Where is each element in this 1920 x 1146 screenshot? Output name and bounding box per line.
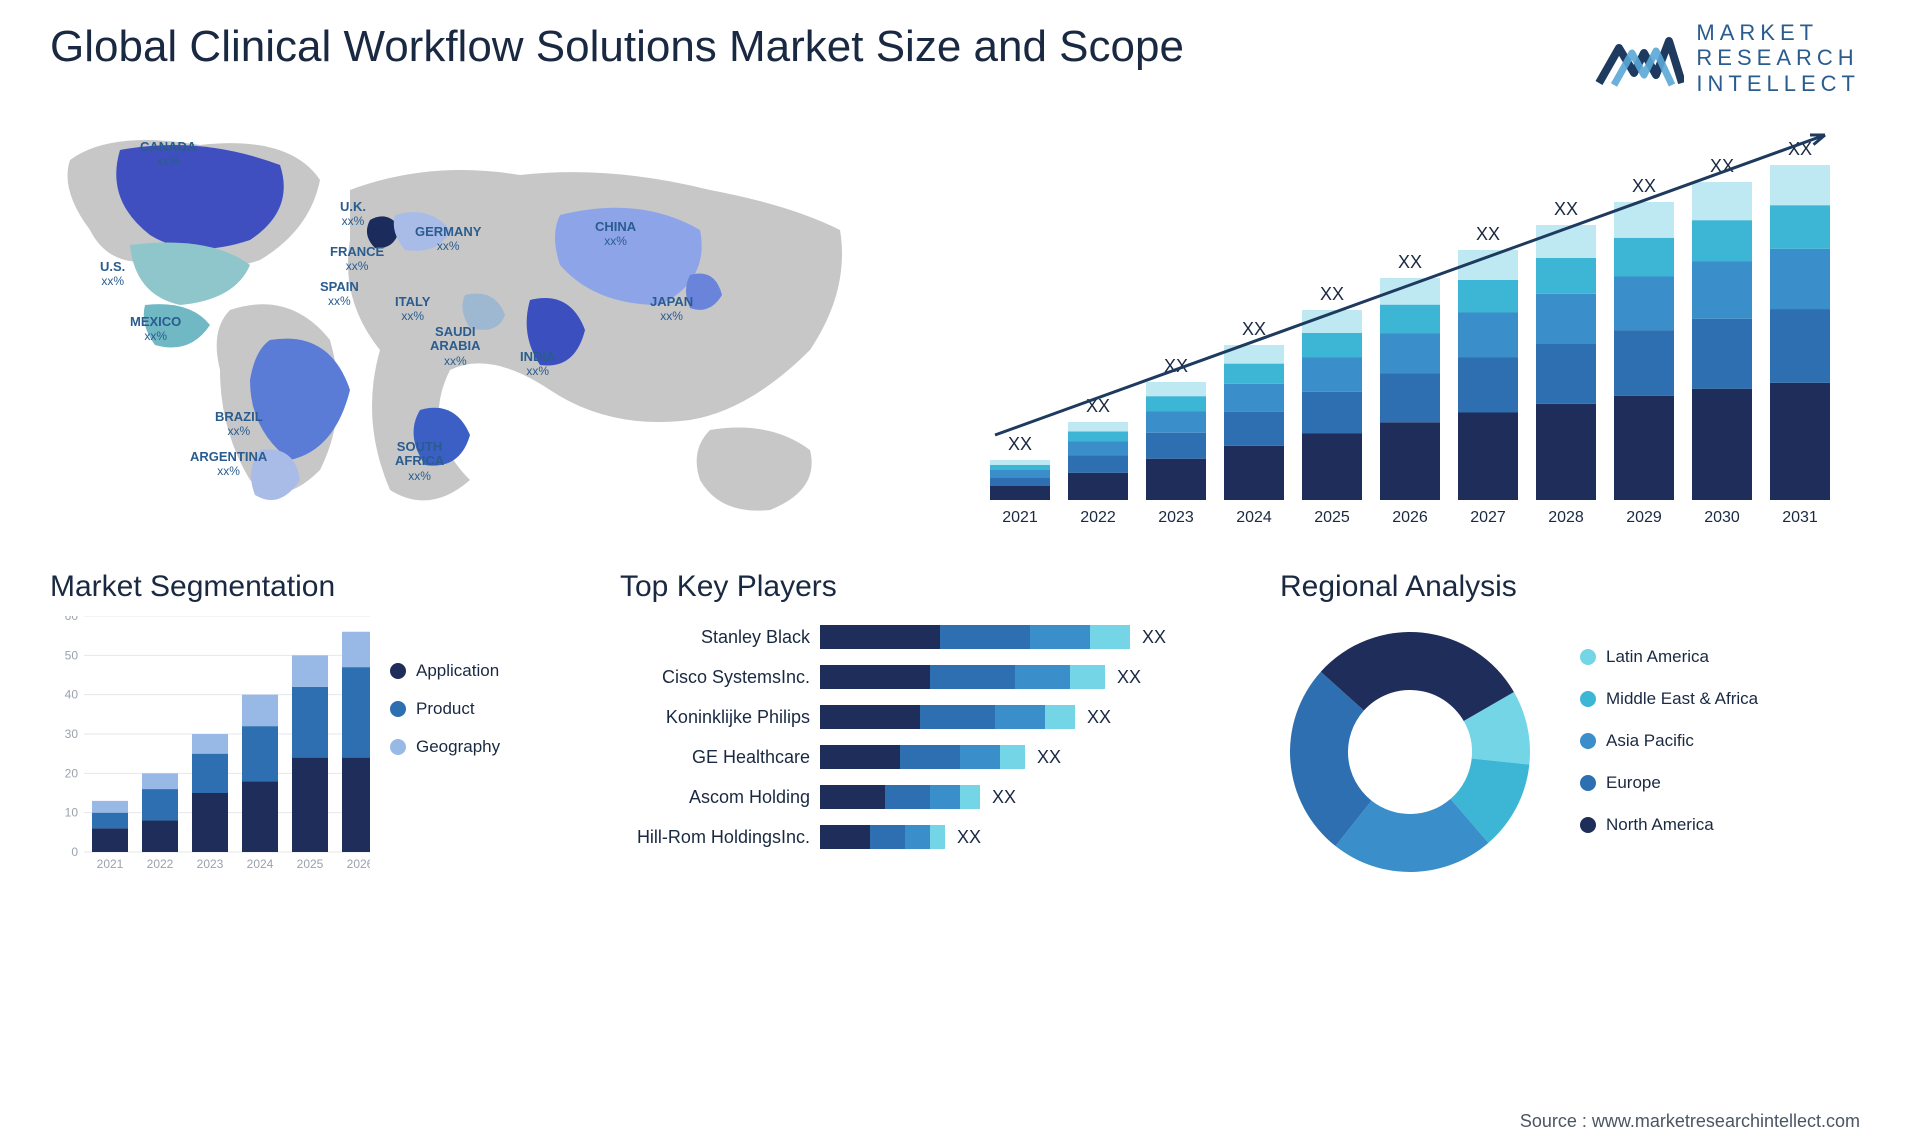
players-title: Top Key Players [620,570,1200,604]
map-label: JAPANxx% [650,295,693,324]
player-name: GE Healthcare [620,747,820,768]
segmentation-chart: 0 10 20 30 40 50 60 2021 2022 2023 2024 2025 2026 [50,616,370,896]
map-label: SAUDIARABIAxx% [430,325,481,368]
map-label: SPAINxx% [320,280,359,309]
regional-legend: Latin America Middle East & Africa Asia Pa… [1580,647,1758,857]
page-title: Global Clinical Workflow Solutions Marke… [50,22,1184,72]
player-row: Stanley Black XX [620,622,1200,652]
player-name: Cisco SystemsInc. [620,667,820,688]
svg-text:20: 20 [65,766,79,780]
svg-text:50: 50 [65,648,79,662]
brand-logo: MARKET RESEARCH INTELLECT [1594,20,1860,96]
svg-text:2021: 2021 [1002,509,1038,526]
svg-text:30: 30 [65,727,79,741]
regional-title: Regional Analysis [1280,570,1860,604]
svg-text:2023: 2023 [1158,509,1194,526]
legend-item: Geography [390,737,500,757]
svg-text:2026: 2026 [1392,509,1428,526]
map-label: GERMANYxx% [415,225,481,254]
player-bar [820,825,945,849]
player-row: Ascom Holding XX [620,782,1200,812]
svg-text:2030: 2030 [1704,509,1740,526]
logo-mark-icon [1594,23,1684,93]
legend-item: Latin America [1580,647,1758,667]
player-name: Stanley Black [620,627,820,648]
svg-text:2024: 2024 [247,857,274,871]
player-value: XX [1142,627,1166,648]
svg-text:2022: 2022 [147,857,174,871]
map-label: CANADAxx% [140,140,196,169]
svg-text:2029: 2029 [1626,509,1662,526]
player-bar [820,665,1105,689]
player-bar [820,785,980,809]
player-value: XX [957,827,981,848]
segmentation-legend: Application Product Geography [390,661,500,775]
svg-text:2025: 2025 [1314,509,1350,526]
map-label: CHINAxx% [595,220,636,249]
regional-panel: Regional Analysis Latin America Middle Ea… [1280,570,1860,882]
svg-text:2028: 2028 [1548,509,1584,526]
legend-item: North America [1580,815,1758,835]
growth-svg: XX 2021 XX 2022 XX 2023 XX 2024 XX 2025 XX 2026 XX 20… [980,130,1850,530]
legend-item: Application [390,661,500,681]
players-chart: Stanley BlackXXCisco SystemsInc.XXKonink… [620,622,1200,852]
logo-text-3: INTELLECT [1696,71,1860,96]
player-name: Hill-Rom HoldingsInc. [620,827,820,848]
player-bar [820,745,1025,769]
svg-text:2024: 2024 [1236,509,1272,526]
svg-text:0: 0 [71,845,78,859]
legend-item: Europe [1580,773,1758,793]
player-value: XX [1117,667,1141,688]
player-value: XX [992,787,1016,808]
svg-text:XX: XX [1398,252,1422,272]
player-bar [820,705,1075,729]
svg-text:40: 40 [65,688,79,702]
segmentation-panel: Market Segmentation 0 10 20 30 40 50 60 2021 202… [50,570,530,896]
regional-donut [1280,622,1540,882]
svg-text:XX: XX [1242,319,1266,339]
map-label: SOUTHAFRICAxx% [395,440,444,483]
svg-text:XX: XX [1632,176,1656,196]
logo-text-2: RESEARCH [1696,45,1860,70]
legend-item: Asia Pacific [1580,731,1758,751]
map-label: FRANCExx% [330,245,384,274]
legend-item: Product [390,699,500,719]
growth-chart: XX 2021 XX 2022 XX 2023 XX 2024 XX 2025 XX 2026 XX 20… [980,130,1850,530]
player-name: Ascom Holding [620,787,820,808]
map-label: U.K.xx% [340,200,366,229]
svg-text:XX: XX [1476,224,1500,244]
legend-item: Middle East & Africa [1580,689,1758,709]
player-value: XX [1087,707,1111,728]
svg-text:2021: 2021 [97,857,124,871]
world-map: CANADAxx% U.S.xx% MEXICOxx% BRAZILxx% ARGENT… [50,120,870,520]
svg-text:2022: 2022 [1080,509,1116,526]
svg-text:2027: 2027 [1470,509,1506,526]
svg-text:2023: 2023 [197,857,224,871]
svg-text:XX: XX [1554,199,1578,219]
svg-text:XX: XX [1320,284,1344,304]
map-label: INDIAxx% [520,350,555,379]
map-label: MEXICOxx% [130,315,181,344]
players-panel: Top Key Players Stanley BlackXXCisco Sys… [620,570,1200,862]
segmentation-title: Market Segmentation [50,570,530,604]
map-label: U.S.xx% [100,260,125,289]
logo-text-1: MARKET [1696,20,1860,45]
svg-text:XX: XX [1008,434,1032,454]
player-name: Koninklijke Philips [620,707,820,728]
player-row: Hill-Rom HoldingsInc. XX [620,822,1200,852]
svg-text:2031: 2031 [1782,509,1818,526]
source-line: Source : www.marketresearchintellect.com [1520,1111,1860,1132]
player-row: Cisco SystemsInc. XX [620,662,1200,692]
player-bar [820,625,1130,649]
map-label: BRAZILxx% [215,410,263,439]
svg-text:2025: 2025 [297,857,324,871]
svg-text:2026: 2026 [347,857,370,871]
player-row: GE Healthcare XX [620,742,1200,772]
map-label: ITALYxx% [395,295,430,324]
map-label: ARGENTINAxx% [190,450,267,479]
player-value: XX [1037,747,1061,768]
svg-text:10: 10 [65,806,79,820]
svg-text:60: 60 [65,616,79,623]
player-row: Koninklijke Philips XX [620,702,1200,732]
